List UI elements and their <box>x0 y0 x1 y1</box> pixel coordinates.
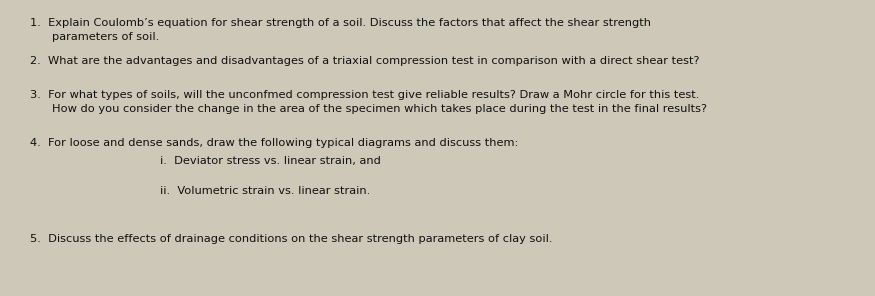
Text: 1.  Explain Coulomb’s equation for shear strength of a soil. Discuss the factors: 1. Explain Coulomb’s equation for shear … <box>30 18 651 28</box>
Text: i.  Deviator stress vs. linear strain, and: i. Deviator stress vs. linear strain, an… <box>160 156 381 166</box>
Text: ii.  Volumetric strain vs. linear strain.: ii. Volumetric strain vs. linear strain. <box>160 186 370 196</box>
Text: 2.  What are the advantages and disadvantages of a triaxial compression test in : 2. What are the advantages and disadvant… <box>30 56 699 66</box>
Text: 3.  For what types of soils, will the unconfmed compression test give reliable r: 3. For what types of soils, will the unc… <box>30 90 699 100</box>
Text: parameters of soil.: parameters of soil. <box>52 32 159 42</box>
Text: 5.  Discuss the effects of drainage conditions on the shear strength parameters : 5. Discuss the effects of drainage condi… <box>30 234 552 244</box>
Text: How do you consider the change in the area of the specimen which takes place dur: How do you consider the change in the ar… <box>52 104 707 114</box>
Text: 4.  For loose and dense sands, draw the following typical diagrams and discuss t: 4. For loose and dense sands, draw the f… <box>30 138 518 148</box>
